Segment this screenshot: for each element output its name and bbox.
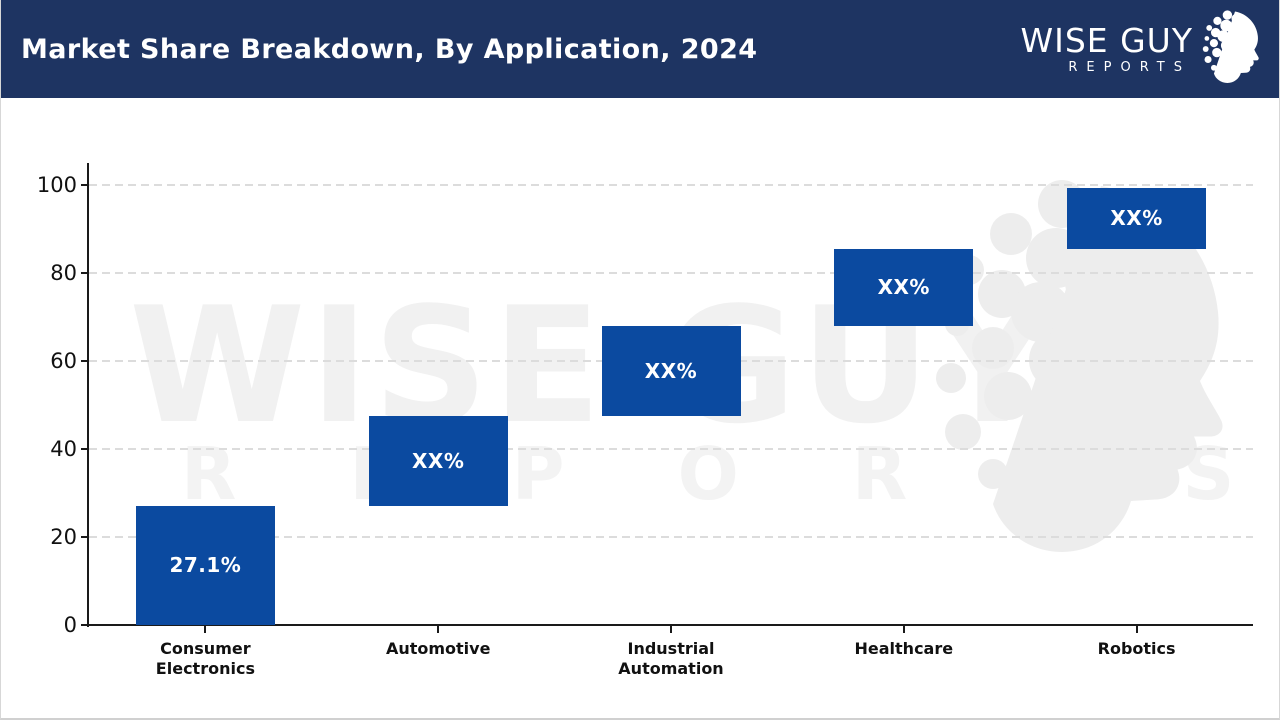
logo-wordmark: WISE GUY REPORTS: [1020, 20, 1193, 75]
bar-automotive: XX%: [368, 416, 508, 506]
x-tickmark-2: [670, 626, 672, 633]
bar-consumer-electronics: 27.1%: [135, 505, 275, 625]
x-category-label: Consumer Electronics: [90, 639, 320, 679]
x-category-label-line: Healthcare: [854, 639, 954, 658]
bar-value-label: XX%: [644, 358, 698, 383]
x-tickmark-4: [1135, 626, 1138, 633]
brand-logo: WISE GUY REPORTS: [1020, 8, 1271, 90]
x-category-label-line: Consumer: [160, 639, 251, 658]
gridline-20: [89, 536, 1253, 538]
logo-wordmark-line2: REPORTS: [1068, 59, 1191, 75]
page-title: Market Share Breakdown, By Application, …: [21, 33, 758, 65]
logo-face-icon: [1202, 10, 1259, 83]
y-tickmark-100: [81, 184, 89, 186]
x-category-label-line: Industrial: [627, 639, 715, 658]
x-axis-line: [87, 624, 1253, 626]
y-tick-label-0: 0: [63, 613, 77, 637]
gridline-100: [89, 184, 1253, 186]
y-tick-label-40: 40: [50, 437, 77, 461]
bar-value-label: XX%: [411, 448, 465, 473]
y-tickmark-0: [81, 624, 89, 626]
gridline-80: [89, 272, 1253, 274]
bar-industrial-automation: XX%: [601, 325, 741, 416]
y-tick-label-80: 80: [50, 261, 77, 285]
y-tickmark-40: [81, 448, 89, 450]
x-tickmark-0: [204, 626, 207, 633]
gridline-40: [89, 448, 1253, 450]
logo-wordmark-line1: WISE GUY: [1020, 20, 1193, 60]
x-category-label: Healthcare: [789, 639, 1019, 659]
y-tickmark-60: [81, 360, 89, 362]
y-tickmark-80: [81, 272, 89, 274]
x-category-label-line: Robotics: [1097, 639, 1176, 658]
bar-healthcare: XX%: [834, 248, 974, 326]
bar-robotics: XX%: [1067, 187, 1207, 249]
x-tickmark-1: [437, 626, 440, 633]
x-category-label: Industrial Automation: [556, 639, 786, 679]
x-tickmark-3: [902, 626, 905, 633]
y-tick-label-20: 20: [50, 525, 77, 549]
x-category-label: Automotive: [323, 639, 553, 659]
x-category-label-line: Automotive: [385, 639, 491, 658]
x-category-label: Robotics: [1022, 639, 1252, 659]
y-tick-label-60: 60: [50, 349, 77, 373]
y-axis-line: [87, 163, 89, 627]
y-tickmark-20: [81, 536, 89, 538]
bar-value-label: XX%: [877, 275, 930, 300]
bar-value-label: 27.1%: [169, 553, 242, 578]
header-bar: Market Share Breakdown, By Application, …: [1, 0, 1279, 98]
bar-value-label: XX%: [1110, 206, 1163, 231]
y-tick-label-100: 100: [36, 173, 77, 197]
x-category-label-line: Electronics: [155, 659, 255, 678]
x-category-label-line: Automation: [618, 659, 724, 678]
